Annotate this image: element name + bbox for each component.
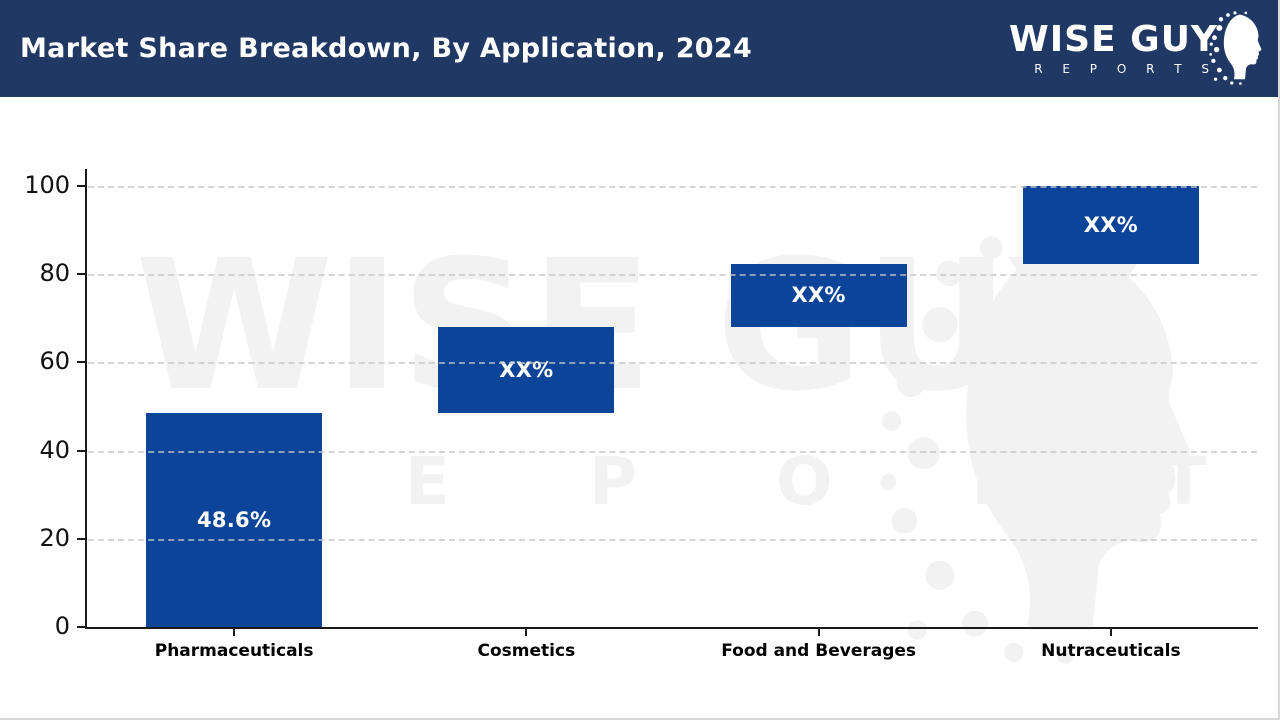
bar-value-label: XX% <box>791 283 846 308</box>
y-tick-label: 100 <box>24 171 70 199</box>
wise-guy-reports-logo: WISE GUY R E P O R T S <box>1008 10 1262 87</box>
x-category-label: Cosmetics <box>477 641 576 661</box>
y-axis-tick-60 <box>77 361 85 364</box>
logo-wordmark-line1: WISE GUY <box>1008 18 1218 60</box>
y-tick-label: 20 <box>39 523 70 552</box>
gridline-20 <box>88 538 1257 541</box>
bar-food-and-beverages: XX% <box>730 263 907 328</box>
x-category-label: Nutraceuticals <box>1041 641 1181 661</box>
y-axis-tick-40 <box>77 449 85 452</box>
bar-cosmetics: XX% <box>438 327 615 413</box>
y-axis-tick-0 <box>77 626 85 628</box>
y-axis-tick-80 <box>77 273 85 276</box>
gridline-60 <box>88 362 1257 365</box>
bar-value-label: 48.6% <box>196 507 272 532</box>
y-tick-label: 40 <box>39 435 70 464</box>
gridline-40 <box>88 450 1257 453</box>
x-axis-tick-pharmaceuticals <box>233 629 236 636</box>
logo-wordmark-line2: R E P O R T S <box>1034 61 1217 76</box>
x-axis-tick-nutraceuticals <box>1109 629 1112 636</box>
bar-value-label: XX% <box>1083 212 1139 237</box>
gridline-80 <box>88 274 1257 277</box>
header: Market Share Breakdown, By Application, … <box>0 0 1278 97</box>
bar-nutraceuticals: XX% <box>1022 186 1199 264</box>
y-axis-tick-20 <box>77 537 85 540</box>
y-axis-line <box>85 169 87 629</box>
x-axis-line <box>85 627 1258 629</box>
gridline-100 <box>88 186 1257 188</box>
x-axis-tick-cosmetics <box>525 629 528 636</box>
logo-wordmark: WISE GUY R E P O R T S <box>1008 18 1218 76</box>
page-title: Market Share Breakdown, By Application, … <box>20 33 753 64</box>
chart-area: WISE GUY R E P O R T S 02040608010048.6%… <box>0 97 1278 718</box>
x-category-label: Food and Beverages <box>721 641 917 661</box>
y-tick-label: 60 <box>39 347 70 376</box>
x-axis-tick-food-and-beverages <box>817 629 820 636</box>
x-category-label: Pharmaceuticals <box>154 641 314 661</box>
logo-face-icon <box>1209 10 1262 85</box>
y-tick-label: 0 <box>54 612 70 640</box>
y-tick-label: 80 <box>39 259 70 288</box>
bar-value-label: XX% <box>499 357 554 382</box>
bar-pharmaceuticals: 48.6% <box>146 412 323 627</box>
y-axis-tick-100 <box>77 185 85 187</box>
